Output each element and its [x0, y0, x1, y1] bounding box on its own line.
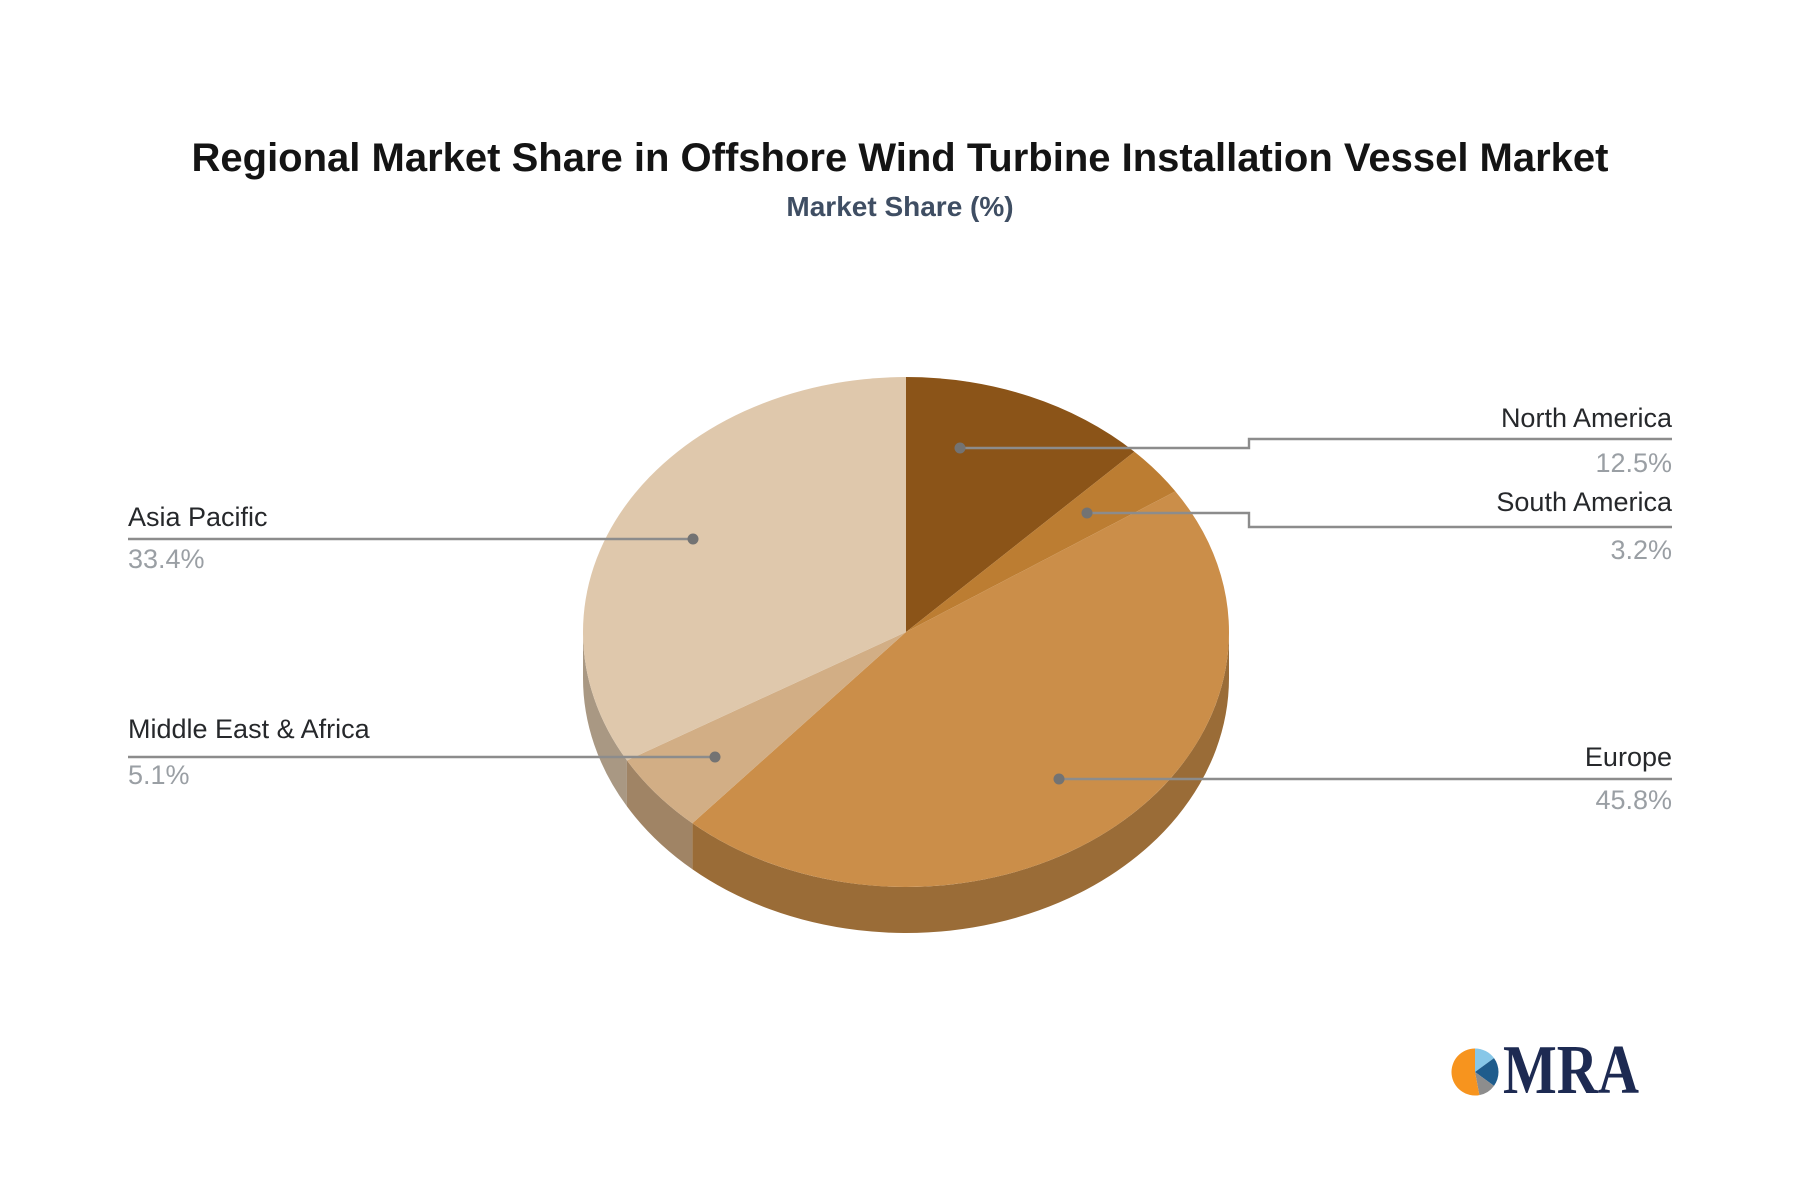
chart-subtitle: Market Share (%) — [786, 191, 1014, 222]
pie-slice-europe[interactable] — [692, 491, 1229, 888]
mra-logo-wedge-1 — [1475, 1058, 1499, 1086]
pie-slice-side-europe — [692, 632, 1229, 934]
pie-slice-asia-pacific[interactable] — [583, 377, 906, 761]
mra-logo: MRA — [1451, 1040, 1639, 1109]
label-dot-asia-pacific — [687, 533, 699, 545]
label-dot-europe — [1053, 773, 1065, 785]
mra-logo-wedge-2 — [1475, 1072, 1495, 1096]
label-dot-south-america — [1081, 507, 1093, 519]
pie-slice-side-middle-east-africa — [626, 760, 693, 870]
label-line-south-america — [1087, 511, 1672, 529]
slice-pct-middle-east-africa: 5.1% — [128, 760, 190, 790]
slice-label-europe: Europe — [1584, 742, 1672, 772]
slice-label-middle-east-africa: Middle East & Africa — [128, 714, 370, 744]
slice-label-south-america: South America — [1496, 487, 1672, 517]
label-dot-middle-east-africa — [709, 751, 721, 763]
slice-label-north-america: North America — [1500, 403, 1672, 433]
label-dot-north-america — [954, 442, 966, 454]
slice-label-asia-pacific: Asia Pacific — [128, 502, 268, 532]
chart-title: Regional Market Share in Offshore Wind T… — [191, 136, 1609, 180]
pie-slice-south-america[interactable] — [906, 451, 1176, 632]
slice-pct-south-america: 3.2% — [1610, 535, 1672, 565]
mra-logo-wedge-3 — [1451, 1048, 1480, 1096]
mra-logo-wedge-0 — [1475, 1048, 1495, 1072]
mra-logo-pie-icon — [1451, 1048, 1499, 1096]
slice-pct-asia-pacific: 33.4% — [128, 544, 205, 574]
slice-pct-europe: 45.8% — [1595, 785, 1672, 815]
mra-logo-text: MRA — [1503, 1040, 1639, 1109]
slice-pct-north-america: 12.5% — [1595, 448, 1672, 478]
pie-slice-middle-east-africa[interactable] — [626, 632, 906, 824]
label-line-north-america — [960, 437, 1672, 450]
pie-slice-side-asia-pacific — [583, 632, 627, 807]
pie-slice-north-america[interactable] — [906, 377, 1135, 632]
